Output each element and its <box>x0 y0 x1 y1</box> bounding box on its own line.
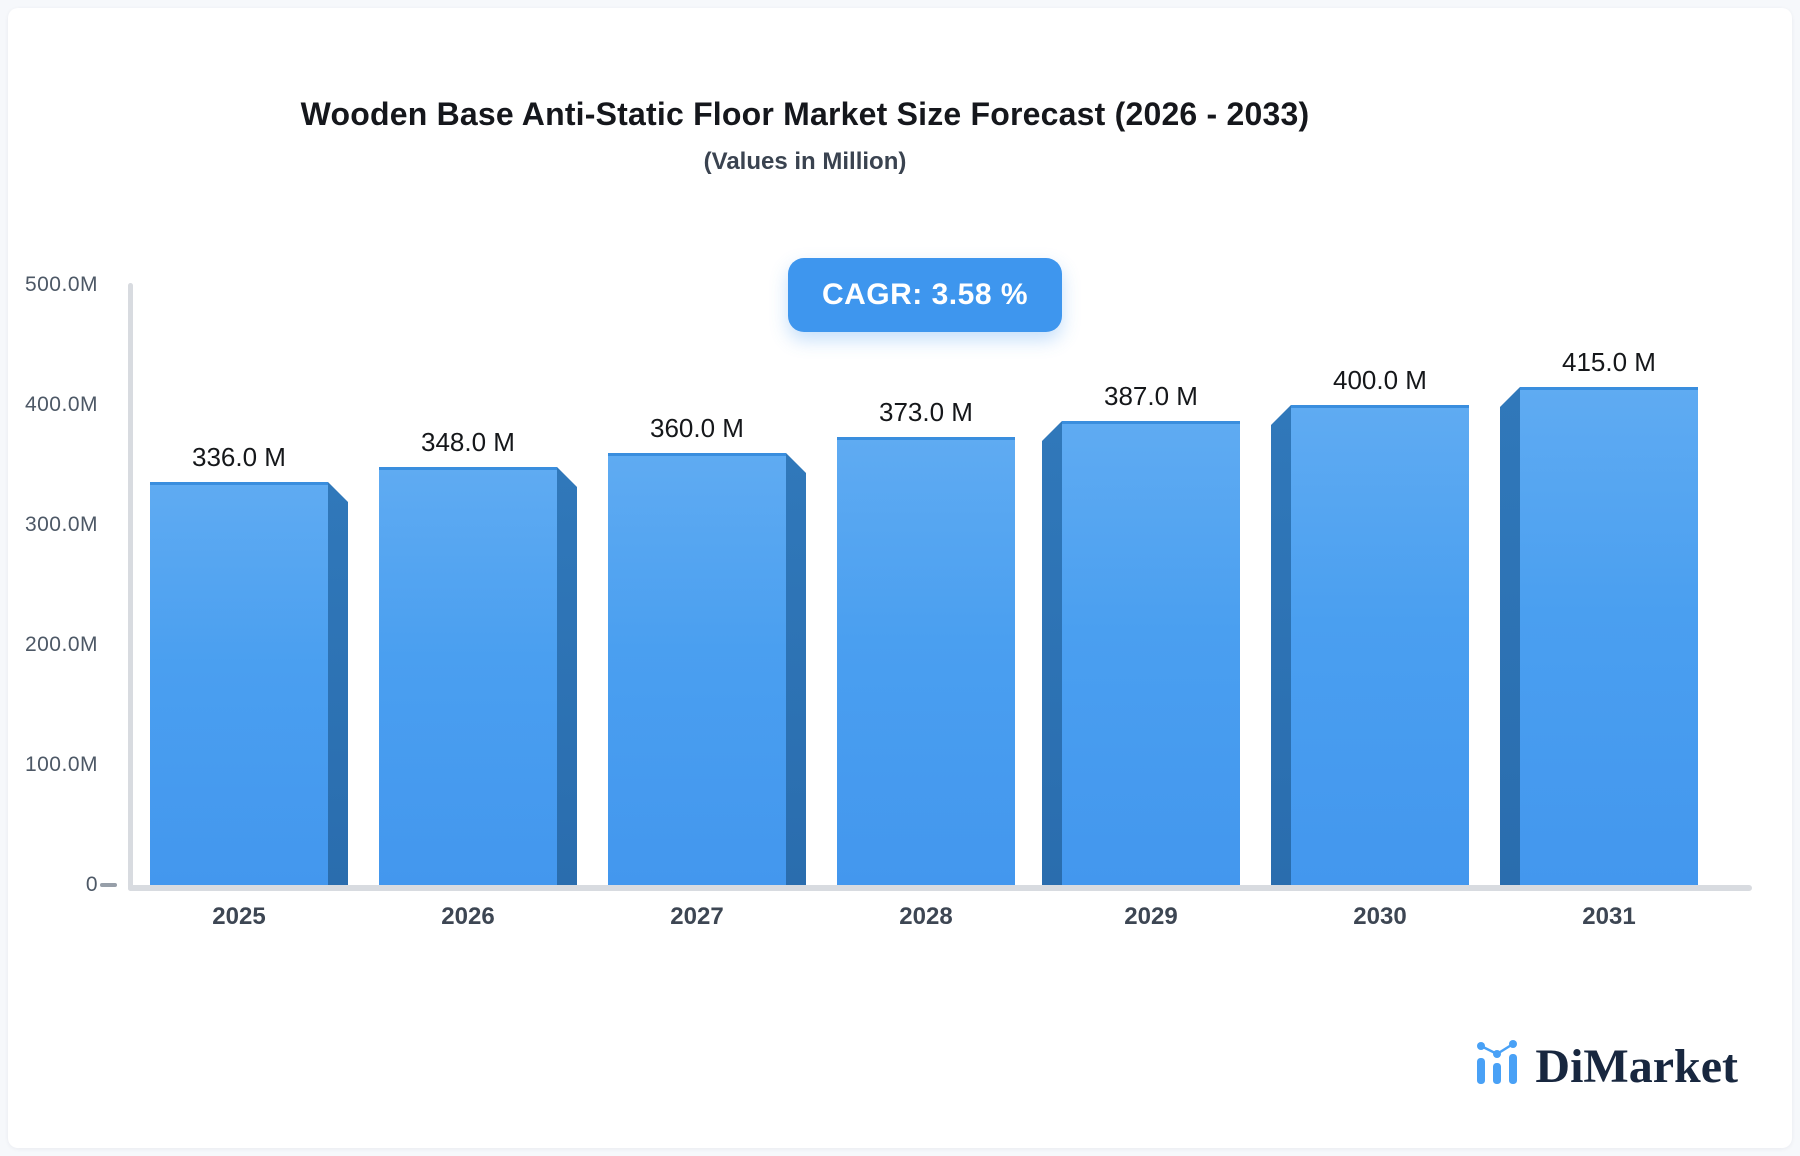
y-axis-tick-label: 0 <box>85 873 98 896</box>
x-axis-label-2028: 2028 <box>899 903 953 930</box>
x-axis-label-2030: 2030 <box>1353 903 1407 930</box>
bar-value-label: 360.0 M <box>650 413 744 443</box>
cagr-badge: CAGR: 3.58 % <box>788 258 1062 332</box>
bar-side-panel <box>328 482 348 885</box>
bar-2031[interactable] <box>1520 387 1698 885</box>
bar-2026[interactable] <box>379 467 557 885</box>
x-axis-label-2025: 2025 <box>212 903 266 930</box>
x-axis-label-2027: 2027 <box>670 903 724 930</box>
bar-value-label: 400.0 M <box>1333 365 1427 395</box>
y-axis-tick-label: 200.0M <box>24 633 98 656</box>
bar-2028[interactable] <box>837 437 1015 885</box>
x-axis-label-2026: 2026 <box>441 903 495 930</box>
bar-2029[interactable] <box>1062 421 1240 885</box>
zero-tick-mark <box>100 883 117 887</box>
bar-2025[interactable] <box>150 482 328 885</box>
y-axis-tick-label: 100.0M <box>24 753 98 776</box>
cagr-badge-label: CAGR: 3.58 % <box>821 278 1029 311</box>
bar-2030[interactable] <box>1291 405 1469 885</box>
brand-name: DiMarket <box>1535 1040 1738 1093</box>
x-axis-line <box>128 885 1752 891</box>
chart-subtitle: (Values in Million) <box>703 148 907 175</box>
bar-value-label: 387.0 M <box>1104 381 1198 411</box>
bar-chart-logo-icon <box>1473 1040 1523 1091</box>
bar-value-label: 373.0 M <box>879 397 973 427</box>
y-axis-tick-label: 400.0M <box>24 393 98 416</box>
bar-side-panel <box>1500 387 1520 885</box>
y-axis-tick-label: 300.0M <box>24 513 98 536</box>
bar-side-panel <box>1042 421 1062 885</box>
brand-logo: DiMarket <box>1473 1040 1738 1091</box>
chart-title: Wooden Base Anti-Static Floor Market Siz… <box>300 96 1310 132</box>
y-axis-line <box>128 283 133 891</box>
x-axis-label-2029: 2029 <box>1124 903 1178 930</box>
y-axis-tick-label: 500.0M <box>24 273 98 296</box>
bar-value-label: 348.0 M <box>421 427 515 457</box>
bar-value-label: 415.0 M <box>1562 347 1656 377</box>
bar-2027[interactable] <box>608 453 786 885</box>
bar-side-panel <box>1271 405 1291 885</box>
bar-value-label: 336.0 M <box>192 442 286 472</box>
bar-side-panel <box>557 467 577 885</box>
x-axis-label-2031: 2031 <box>1582 903 1636 930</box>
bar-side-panel <box>786 453 806 885</box>
